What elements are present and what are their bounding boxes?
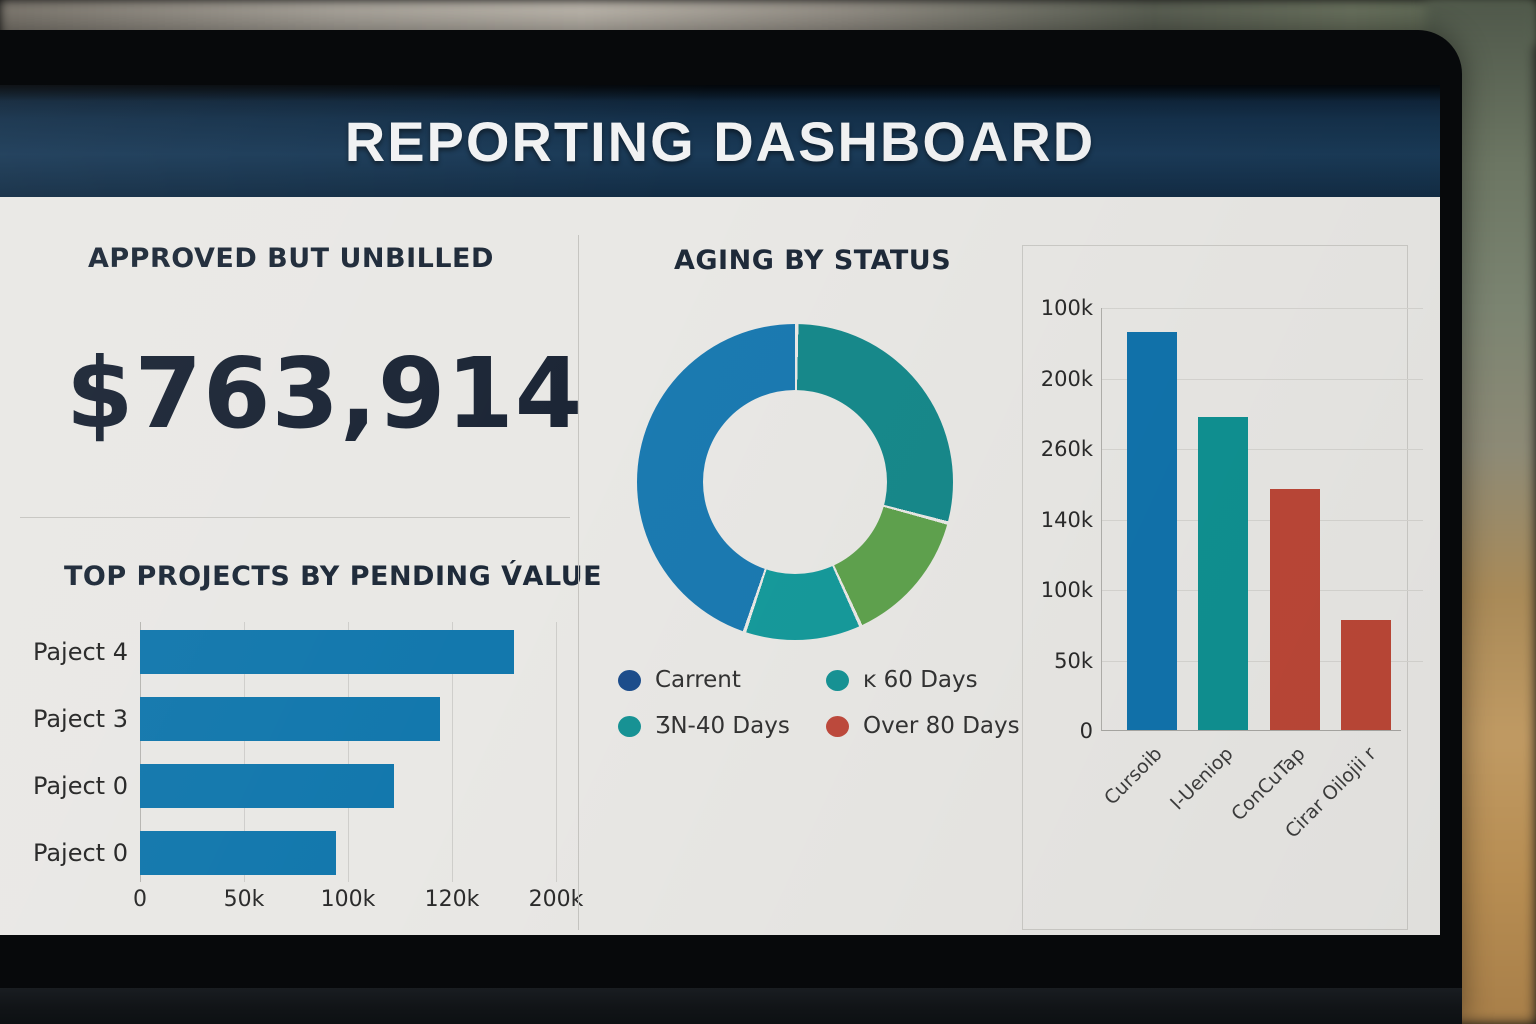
donut-legend: Carrent ᴋ 60 Days ƷN-40 Days Over 80 Days [618,657,1020,749]
y-tick-label: 0 [1079,719,1093,743]
bar-category-label: Paject 0 [32,772,128,800]
bar-paject-4 [140,630,515,674]
y-tick-label: 100k [1040,296,1093,320]
legend-label: Carrent [655,667,741,693]
legend-label: ᴋ 60 Days [863,667,978,693]
bar-category-label: Paject 0 [32,839,128,867]
gridline [1102,660,1423,662]
gridline [452,622,453,882]
x-tick-label: 120k [424,887,480,912]
bar-category-label: Paject 3 [32,705,128,733]
kpi-value: $763,914 [66,337,584,450]
bar-category-label: Paject 4 [32,638,128,666]
gridline [1102,308,1423,309]
aging-donut-chart [637,324,953,640]
y-tick-label: 50k [1054,648,1093,673]
vertical-divider [578,235,579,930]
legend-label: ƷN-40 Days [655,713,790,739]
dashboard-content: APPROVED BUT UNBILLED $763,914 TOP PROJE… [0,197,1440,935]
bar-paject-3 [140,697,440,741]
vertical-bar-chart-panel: 100k 200k 260k 140k 100k 50k 0 Cursoib I-Ueniop… [1022,245,1423,930]
legend-item: ƷN-40 Days [618,713,826,739]
bar-4 [1341,620,1391,730]
gridline [1102,519,1423,521]
gridline [1102,590,1423,591]
y-tick-label: 260k [1040,437,1093,461]
gridline [1102,378,1423,380]
x-tick-label: Cirar Oilojii r [1281,743,1381,843]
bar-paject-0 [140,764,394,808]
x-tick-label: 100k [320,887,376,912]
hbar-chart-title: TOP PROJECTS BY PENDING V́ALUE [64,561,603,592]
legend-dot [826,669,849,691]
legend-dot [618,669,641,691]
donut-hole [703,390,887,574]
laptop-screen: REPORTING DASHBOARD APPROVED BUT UNBILLE… [0,85,1440,935]
x-tick-label: 0 [133,887,147,912]
legend-dot [826,715,849,737]
dashboard-header: REPORTING DASHBOARD [0,85,1440,197]
legend-dot [618,715,641,737]
gridline [244,622,245,882]
page-title: REPORTING DASHBOARD [344,109,1096,173]
y-tick-label: 100k [1040,578,1093,602]
bar-paject-0 [140,831,336,875]
x-tick-label: 50k [223,887,265,912]
legend-item: Carrent [618,667,826,693]
vertical-bar-chart [1101,308,1423,731]
top-projects-bar-chart: Paject 4 Paject 3 Paject 0 Paject 0 [33,622,557,882]
laptop-body: REPORTING DASHBOARD APPROVED BUT UNBILLE… [0,30,1462,1024]
y-tick-label: 140k [1040,507,1093,532]
gridline [1102,449,1423,450]
y-tick-label: 200k [1040,366,1093,391]
kpi-label: APPROVED BUT UNBILLED [88,243,494,274]
legend-label: Over 80 Days [863,713,1020,739]
hbar-x-axis: 0 50k 100k 120k 200k [133,887,583,917]
bar-3 [1270,488,1320,730]
horizontal-divider [20,517,570,518]
x-tick-label: 200k [528,887,584,912]
laptop-base [0,988,1462,1024]
legend-item: ᴋ 60 Days [826,667,1020,693]
legend-item: Over 80 Days [826,713,1020,739]
bar-2 [1198,416,1248,730]
donut-chart-title: AGING BY STATUS [674,245,952,276]
gridline [556,622,557,882]
gridline [348,622,349,882]
bar-1 [1127,332,1177,730]
gridline [140,622,141,882]
